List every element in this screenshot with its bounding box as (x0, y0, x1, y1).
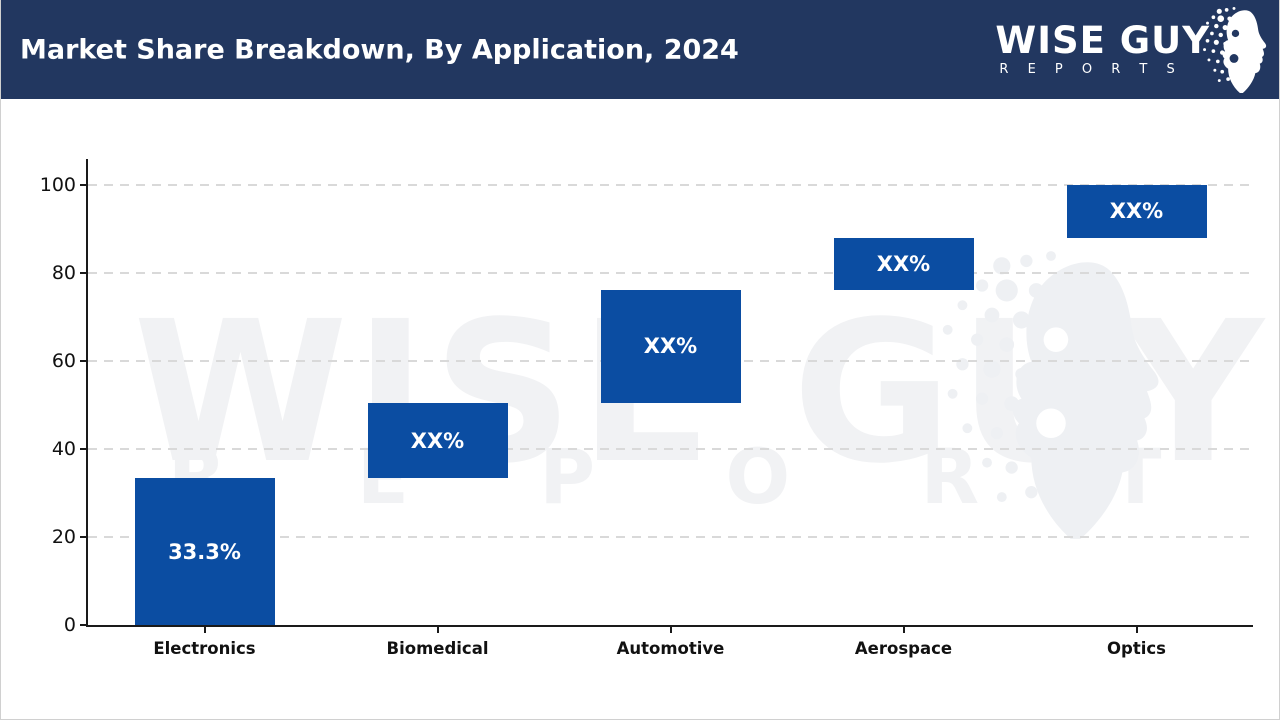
category-label-biomedical: Biomedical (386, 639, 489, 658)
y-tick-mark-20 (80, 536, 88, 538)
bar-automotive: XX% (600, 289, 741, 403)
y-axis-line (86, 159, 88, 627)
gridline-80 (88, 272, 1253, 274)
y-tick-label-20: 20 (51, 526, 76, 548)
y-tick-mark-0 (80, 624, 88, 626)
bar-biomedical: XX% (367, 402, 508, 479)
logo-subtitle: R E P O R T S (999, 62, 1183, 77)
chart-title: Market Share Breakdown, By Application, … (20, 34, 739, 65)
y-tick-label-40: 40 (51, 438, 76, 460)
wise-guy-logo: WISE GUY R E P O R T S (995, 0, 1272, 99)
gridline-40 (88, 448, 1253, 450)
plot-region: 0 20 40 60 80 100 33.3% Electronics XX% Biomedica… (0, 99, 1280, 720)
logo-text: WISE GUY R E P O R T S (995, 22, 1210, 77)
x-tick-mark-automotive (669, 625, 672, 633)
y-tick-mark-40 (80, 448, 88, 450)
bar-optics: XX% (1066, 185, 1207, 238)
chart-area: WISE GUY R E P O R T S 02040608010033.3%… (0, 99, 1280, 720)
x-axis-line (86, 625, 1253, 627)
x-tick-mark-optics (1135, 625, 1138, 633)
bar-value-label: XX% (643, 334, 698, 359)
gridline-20 (88, 536, 1253, 538)
bar-value-label: XX% (410, 428, 465, 453)
y-tick-mark-60 (80, 360, 88, 362)
x-tick-mark-electronics (203, 625, 206, 633)
bar-value-label: XX% (876, 251, 931, 276)
logo-wordmark: WISE GUY (995, 19, 1210, 62)
category-label-electronics: Electronics (153, 639, 256, 658)
bar-electronics: 33.3% (134, 478, 275, 625)
category-label-aerospace: Aerospace (854, 639, 953, 658)
y-tick-mark-80 (80, 272, 88, 274)
y-tick-label-0: 0 (63, 614, 76, 636)
bar-value-label: XX% (1109, 199, 1164, 224)
gridline-100 (88, 184, 1253, 186)
bar-value-label: 33.3% (168, 539, 241, 564)
x-tick-mark-aerospace (902, 625, 905, 633)
category-label-optics: Optics (1107, 639, 1166, 658)
x-tick-mark-biomedical (436, 625, 439, 633)
y-tick-mark-100 (80, 184, 88, 186)
category-label-automotive: Automotive (616, 639, 725, 658)
y-tick-label-80: 80 (51, 262, 76, 284)
y-tick-label-60: 60 (51, 350, 76, 372)
y-tick-label-100: 100 (39, 174, 76, 196)
header-bar: Market Share Breakdown, By Application, … (0, 0, 1280, 99)
bar-aerospace: XX% (833, 238, 974, 290)
